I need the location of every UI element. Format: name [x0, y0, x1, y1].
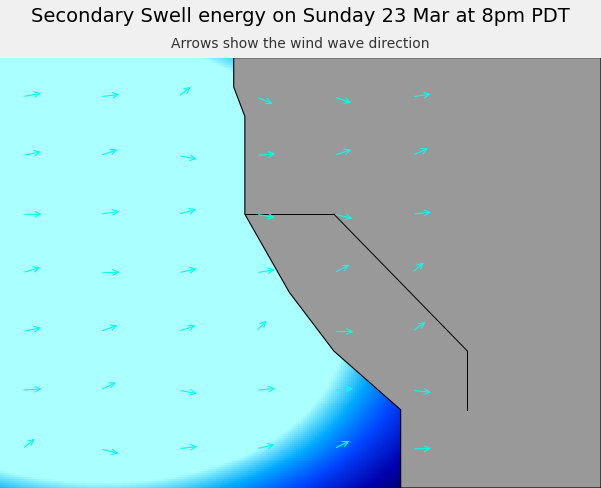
Text: Secondary Swell energy on Sunday 23 Mar at 8pm PDT: Secondary Swell energy on Sunday 23 Mar … [31, 7, 570, 26]
Polygon shape [234, 59, 601, 488]
Text: Arrows show the wind wave direction: Arrows show the wind wave direction [171, 37, 430, 51]
